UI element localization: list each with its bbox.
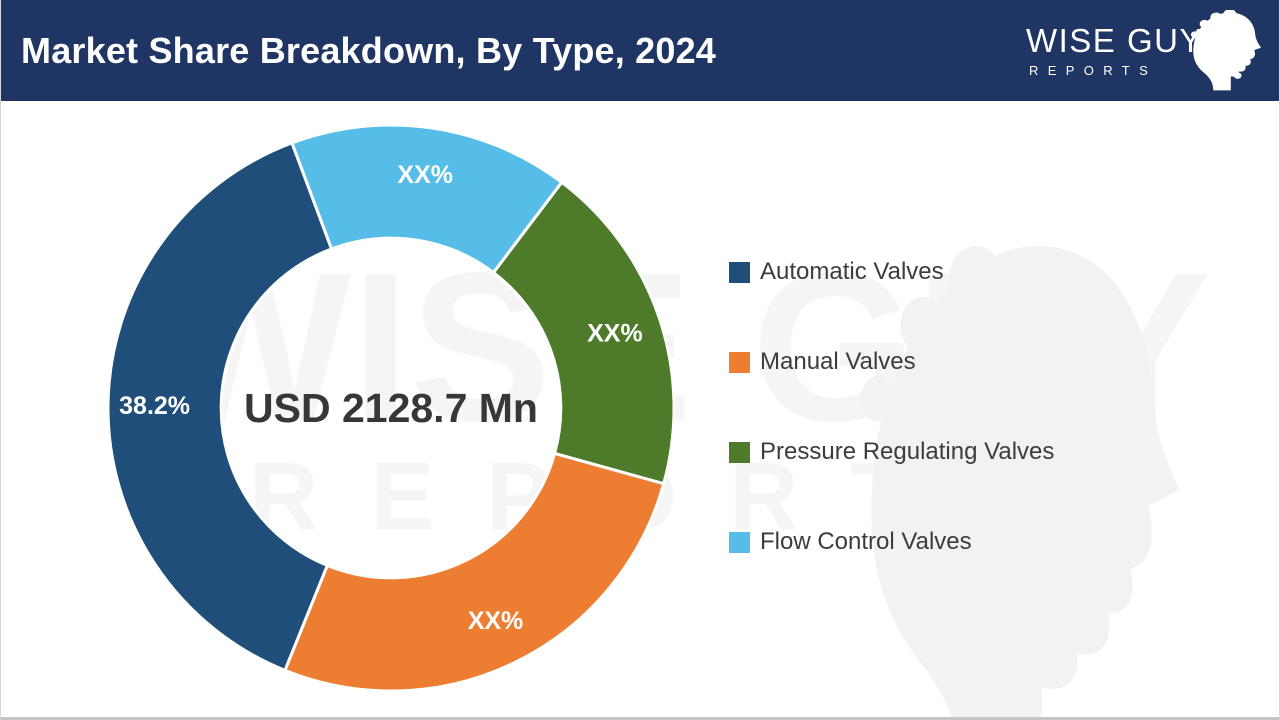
legend-label: Automatic Valves xyxy=(760,258,944,285)
legend-swatch-pressure-regulating-valves xyxy=(729,441,750,463)
logo-face-icon xyxy=(1190,9,1261,90)
donut-segment-pressure-regulating-valves xyxy=(491,180,676,486)
logo-title: WISE GUY xyxy=(1025,22,1203,59)
segment-percent-label: XX% xyxy=(587,319,643,347)
legend-swatch-automatic-valves xyxy=(729,261,750,283)
donut-segment-automatic-valves xyxy=(106,141,334,672)
page-title: Market Share Breakdown, By Type, 2024 xyxy=(21,29,717,71)
wiseguy-logo: WISE GUY REPORTS xyxy=(1026,9,1261,92)
legend-label: Flow Control Valves xyxy=(760,528,972,555)
donut-chart: 38.2% XX% XX% XX% USD 2128.7 Mn xyxy=(106,123,676,693)
watermark-face-icon xyxy=(860,245,1179,717)
legend-item-flow-control-valves: Flow Control Valves xyxy=(729,528,1054,556)
segment-percent-label: XX% xyxy=(468,607,524,635)
legend-item-manual-valves: Manual Valves xyxy=(729,348,1054,376)
segment-percent-label: 38.2% xyxy=(119,392,190,420)
donut-segment-flow-control-valves xyxy=(290,123,564,275)
donut-center-value: USD 2128.7 Mn xyxy=(244,385,538,431)
legend-swatch-manual-valves xyxy=(729,351,750,373)
logo-wordmark: WISE GUY REPORTS xyxy=(1026,24,1203,77)
legend-item-automatic-valves: Automatic Valves xyxy=(729,258,1054,286)
legend: Automatic Valves Manual Valves Pressure … xyxy=(729,258,1054,556)
donut-segment-manual-valves xyxy=(283,451,666,693)
logo-subtitle: REPORTS xyxy=(1028,63,1158,78)
chart-area: WISE GUY REPORTS 38.2% XX% XX% XX% USD 2128.… xyxy=(1,101,1279,717)
legend-swatch-flow-control-valves xyxy=(729,531,750,553)
legend-item-pressure-regulating-valves: Pressure Regulating Valves xyxy=(729,438,1054,466)
header: Market Share Breakdown, By Type, 2024 WI… xyxy=(1,0,1279,101)
segment-percent-label: XX% xyxy=(397,161,453,189)
legend-label: Pressure Regulating Valves xyxy=(760,438,1055,465)
legend-label: Manual Valves xyxy=(760,348,916,375)
